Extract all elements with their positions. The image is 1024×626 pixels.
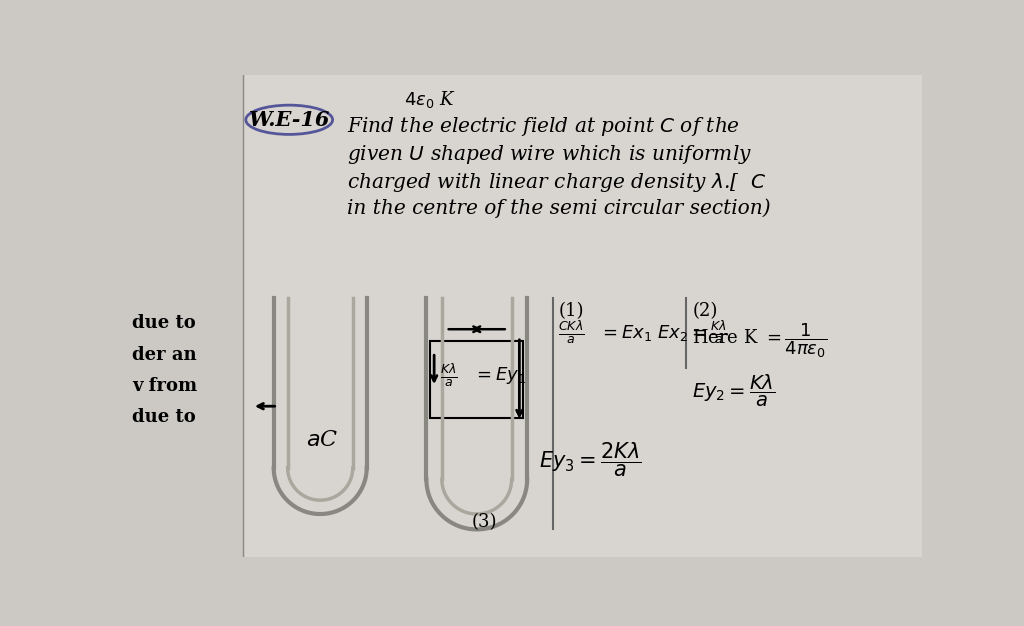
Text: due to: due to <box>132 408 196 426</box>
Bar <box>243 75 922 557</box>
Text: $= Ex_1 \ Ex_2 = \frac{K\lambda}{a}$: $= Ex_1 \ Ex_2 = \frac{K\lambda}{a}$ <box>599 320 728 347</box>
Text: (1): (1) <box>558 302 584 321</box>
Text: $Ey_2 = \dfrac{K\lambda}{a}$: $Ey_2 = \dfrac{K\lambda}{a}$ <box>692 372 775 409</box>
Text: $\frac{CK\lambda}{a}$: $\frac{CK\lambda}{a}$ <box>558 320 585 347</box>
Text: der an: der an <box>132 346 197 364</box>
Text: $Ey_3 = \dfrac{2K\lambda}{a}$: $Ey_3 = \dfrac{2K\lambda}{a}$ <box>539 441 641 480</box>
Text: $= Ey_1$: $= Ey_1$ <box>473 365 526 386</box>
Text: given $U$ shaped wire which is uniformly: given $U$ shaped wire which is uniformly <box>346 143 752 166</box>
Text: v from: v from <box>132 377 197 395</box>
Text: Find the electric field at point $C$ of the: Find the electric field at point $C$ of … <box>346 115 739 138</box>
Text: Here K $= \dfrac{1}{4\pi\varepsilon_0}$: Here K $= \dfrac{1}{4\pi\varepsilon_0}$ <box>692 322 827 360</box>
Text: charged with linear charge density $\lambda$.[  $C$: charged with linear charge density $\lam… <box>346 171 766 193</box>
Text: W.E-16: W.E-16 <box>249 110 330 130</box>
Text: $4\varepsilon_0$ K: $4\varepsilon_0$ K <box>404 89 456 110</box>
Text: due to: due to <box>132 314 196 332</box>
Text: $\frac{K\lambda}{a}$: $\frac{K\lambda}{a}$ <box>440 362 458 389</box>
Text: $a$C: $a$C <box>305 429 338 451</box>
Text: in the centre of the semi circular section): in the centre of the semi circular secti… <box>346 198 770 218</box>
Text: (2): (2) <box>692 302 718 321</box>
Bar <box>430 341 523 418</box>
Text: (3): (3) <box>472 513 498 531</box>
